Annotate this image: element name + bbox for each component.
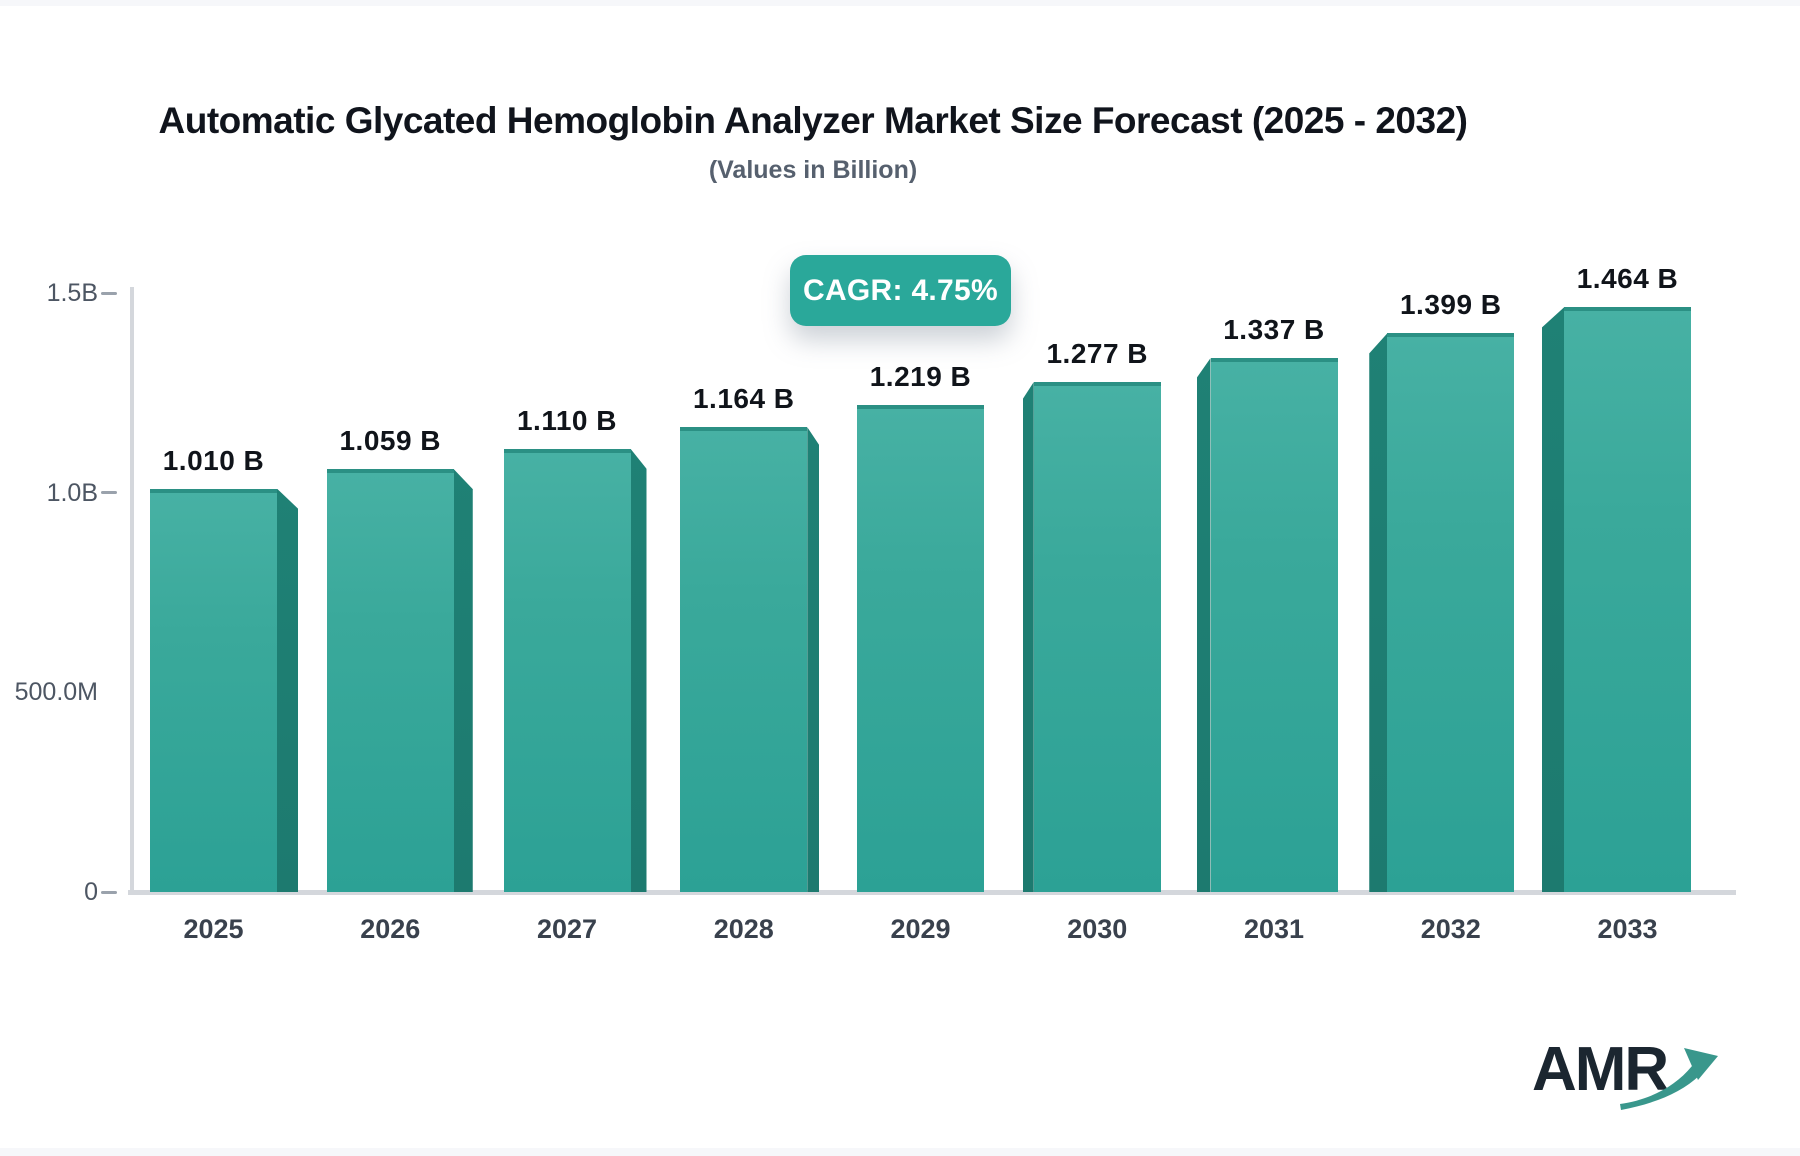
- x-tick-label: 2032: [1420, 914, 1481, 944]
- cagr-badge: CAGR: 4.75%: [790, 255, 1011, 326]
- y-tick-mark: [101, 890, 117, 894]
- bar-face[interactable]: [326, 469, 454, 892]
- growth-arrow-icon: [1620, 1048, 1718, 1110]
- bar-value-label: 1.277 B: [1046, 338, 1149, 370]
- bar-value-label: 1.010 B: [162, 444, 265, 476]
- bar-side-face: [1022, 382, 1034, 892]
- y-tick-label: 0: [84, 878, 98, 906]
- bar-face[interactable]: [150, 488, 277, 892]
- bar-face[interactable]: [1564, 307, 1691, 892]
- x-axis-line: [128, 890, 1736, 895]
- y-tick-mark: [101, 291, 117, 295]
- bar-face[interactable]: [680, 427, 808, 892]
- bar-face[interactable]: [1210, 358, 1338, 892]
- y-tick-mark: [101, 491, 117, 495]
- bar-side-face: [807, 427, 820, 892]
- chart-header: Automatic Glycated Hemoglobin Analyzer M…: [0, 6, 1626, 185]
- bar-side-face: [1542, 307, 1564, 892]
- x-tick-label: 2028: [713, 914, 774, 944]
- bar-value-label: 1.399 B: [1399, 289, 1502, 321]
- bar-side-face: [453, 469, 473, 892]
- amr-logo-text: AMR: [1532, 1035, 1669, 1104]
- bar-value-label: 1.110 B: [516, 404, 618, 436]
- bar-face[interactable]: [503, 448, 631, 892]
- bar-value-label: 1.464 B: [1576, 263, 1679, 295]
- bar-value-label: 1.164 B: [692, 383, 795, 415]
- x-tick-label: 2029: [890, 914, 951, 944]
- x-tick-label: 2026: [360, 914, 421, 944]
- bar-side-face: [630, 448, 647, 892]
- bar-side-face: [1196, 358, 1211, 892]
- y-tick-label: 1.5B: [46, 279, 98, 307]
- bar-value-label: 1.219 B: [869, 361, 972, 393]
- y-tick-label: 1.0B: [46, 478, 98, 507]
- chart-subtitle: (Values in Billion): [708, 156, 918, 184]
- chart-card: Automatic Glycated Hemoglobin Analyzer M…: [0, 6, 1800, 1148]
- y-axis-line: [130, 287, 134, 895]
- bar-side-face: [1369, 333, 1388, 892]
- x-tick-label: 2031: [1243, 914, 1305, 944]
- chart-title: Automatic Glycated Hemoglobin Analyzer M…: [158, 100, 1468, 141]
- cagr-badge-label: CAGR: 4.75%: [802, 273, 999, 307]
- bar-face[interactable]: [1387, 333, 1515, 892]
- y-tick-label: 500.0M: [14, 678, 98, 707]
- x-tick-label: 2025: [183, 914, 244, 944]
- bar-face[interactable]: [857, 405, 984, 892]
- x-tick-label: 2027: [536, 914, 598, 944]
- bar-value-label: 1.337 B: [1223, 314, 1325, 346]
- x-tick-label: 2033: [1597, 914, 1658, 944]
- bar-face[interactable]: [1033, 382, 1161, 892]
- amr-logo: AMR: [1532, 1034, 1742, 1124]
- bar-value-label: 1.059 B: [339, 425, 442, 457]
- x-tick-label: 2030: [1067, 914, 1128, 944]
- bar-side-face: [277, 488, 298, 892]
